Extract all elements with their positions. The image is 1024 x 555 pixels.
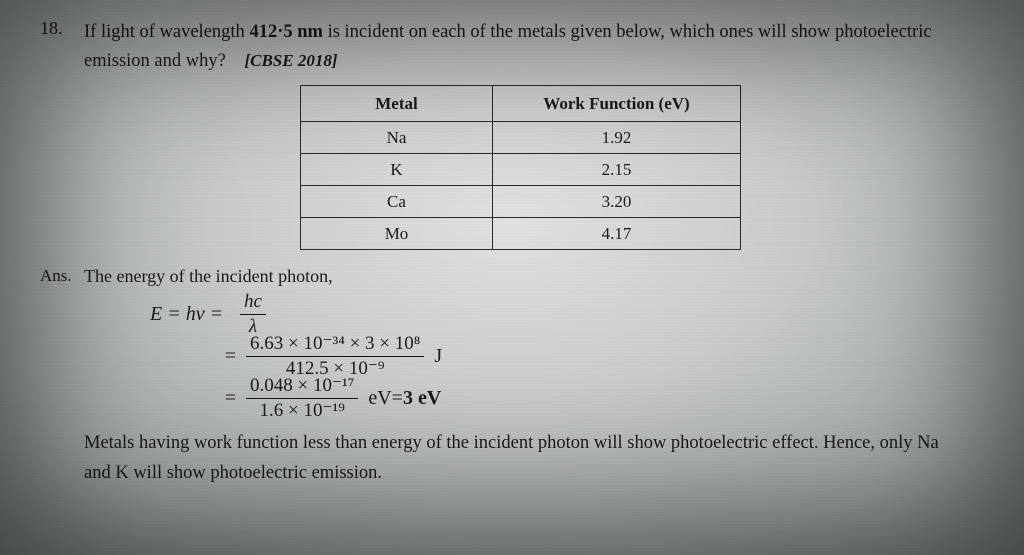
table-cell-metal: Mo xyxy=(301,218,493,250)
eq1-lhs: E = hν = xyxy=(150,293,236,335)
question-text-part1: If light of wavelength xyxy=(84,22,249,42)
table-header-workfn: Work Function (eV) xyxy=(493,86,741,122)
question-text: If light of wavelength 412·5 nm is incid… xyxy=(84,18,964,75)
question-source: [CBSE 2018] xyxy=(244,51,337,70)
question-wavelength: 412·5 nm xyxy=(249,22,323,42)
equation-line-2: = 6.63 × 10⁻³⁴ × 3 × 10⁸ 412.5 × 10⁻⁹ J xyxy=(150,335,964,377)
table-row: Na 1.92 xyxy=(301,122,741,154)
eq1-fraction: hc λ xyxy=(240,291,266,338)
eq3-denominator: 1.6 × 10⁻¹⁹ xyxy=(256,400,349,422)
equation-line-1: E = hν = hc λ xyxy=(150,293,964,335)
table-cell-wf: 1.92 xyxy=(493,122,741,154)
eq2-unit: J xyxy=(434,335,442,377)
table-header-metal: Metal xyxy=(301,86,493,122)
page: 18. If light of wavelength 412·5 nm is i… xyxy=(0,0,1024,555)
answer-lead-in: The energy of the incident photon, xyxy=(84,266,333,287)
eq2-numerator: 6.63 × 10⁻³⁴ × 3 × 10⁸ xyxy=(246,333,424,355)
eq3-equals: = xyxy=(150,377,242,419)
eq3-result: 3 eV xyxy=(403,377,441,419)
eq2-equals: = xyxy=(150,335,242,377)
table-cell-wf: 3.20 xyxy=(493,186,741,218)
fraction-bar xyxy=(246,398,358,399)
table-row: Ca 3.20 xyxy=(301,186,741,218)
table-header-row: Metal Work Function (eV) xyxy=(301,86,741,122)
eq3-unit-ev: eV xyxy=(368,377,391,419)
answer-label: Ans. xyxy=(40,266,72,286)
eq1-numerator: hc xyxy=(240,291,266,313)
table-cell-metal: K xyxy=(301,154,493,186)
table-cell-wf: 2.15 xyxy=(493,154,741,186)
table-cell-metal: Na xyxy=(301,122,493,154)
eq3-equals-2: = xyxy=(392,377,403,419)
question-number: 18. xyxy=(40,18,72,39)
table-row: Mo 4.17 xyxy=(301,218,741,250)
eq3-numerator: 0.048 × 10⁻¹⁷ xyxy=(246,375,358,397)
equation-line-3: = 0.048 × 10⁻¹⁷ 1.6 × 10⁻¹⁹ eV = 3 eV xyxy=(150,377,964,419)
work-function-table: Metal Work Function (eV) Na 1.92 K 2.15 … xyxy=(300,85,741,250)
answer-block: Ans. The energy of the incident photon, xyxy=(40,266,964,287)
work-function-table-wrap: Metal Work Function (eV) Na 1.92 K 2.15 … xyxy=(300,85,964,250)
fraction-bar xyxy=(240,314,266,315)
eq2-fraction: 6.63 × 10⁻³⁴ × 3 × 10⁸ 412.5 × 10⁻⁹ xyxy=(246,333,424,380)
question-block: 18. If light of wavelength 412·5 nm is i… xyxy=(40,18,964,75)
equation-block: E = hν = hc λ = 6.63 × 10⁻³⁴ × 3 × 10⁸ 4… xyxy=(150,293,964,419)
table-cell-wf: 4.17 xyxy=(493,218,741,250)
table-cell-metal: Ca xyxy=(301,186,493,218)
answer-conclusion: Metals having work function less than en… xyxy=(84,429,954,488)
fraction-bar xyxy=(246,356,424,357)
eq3-fraction: 0.048 × 10⁻¹⁷ 1.6 × 10⁻¹⁹ xyxy=(246,375,358,422)
table-row: K 2.15 xyxy=(301,154,741,186)
